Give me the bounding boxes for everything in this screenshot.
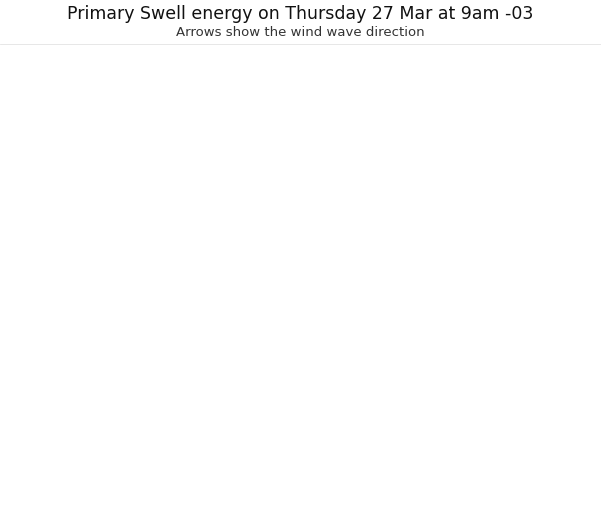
Text: Primary Swell energy on Thursday 27 Mar at 9am -03: Primary Swell energy on Thursday 27 Mar …: [67, 6, 534, 24]
Text: Arrows show the wind wave direction: Arrows show the wind wave direction: [176, 26, 425, 39]
